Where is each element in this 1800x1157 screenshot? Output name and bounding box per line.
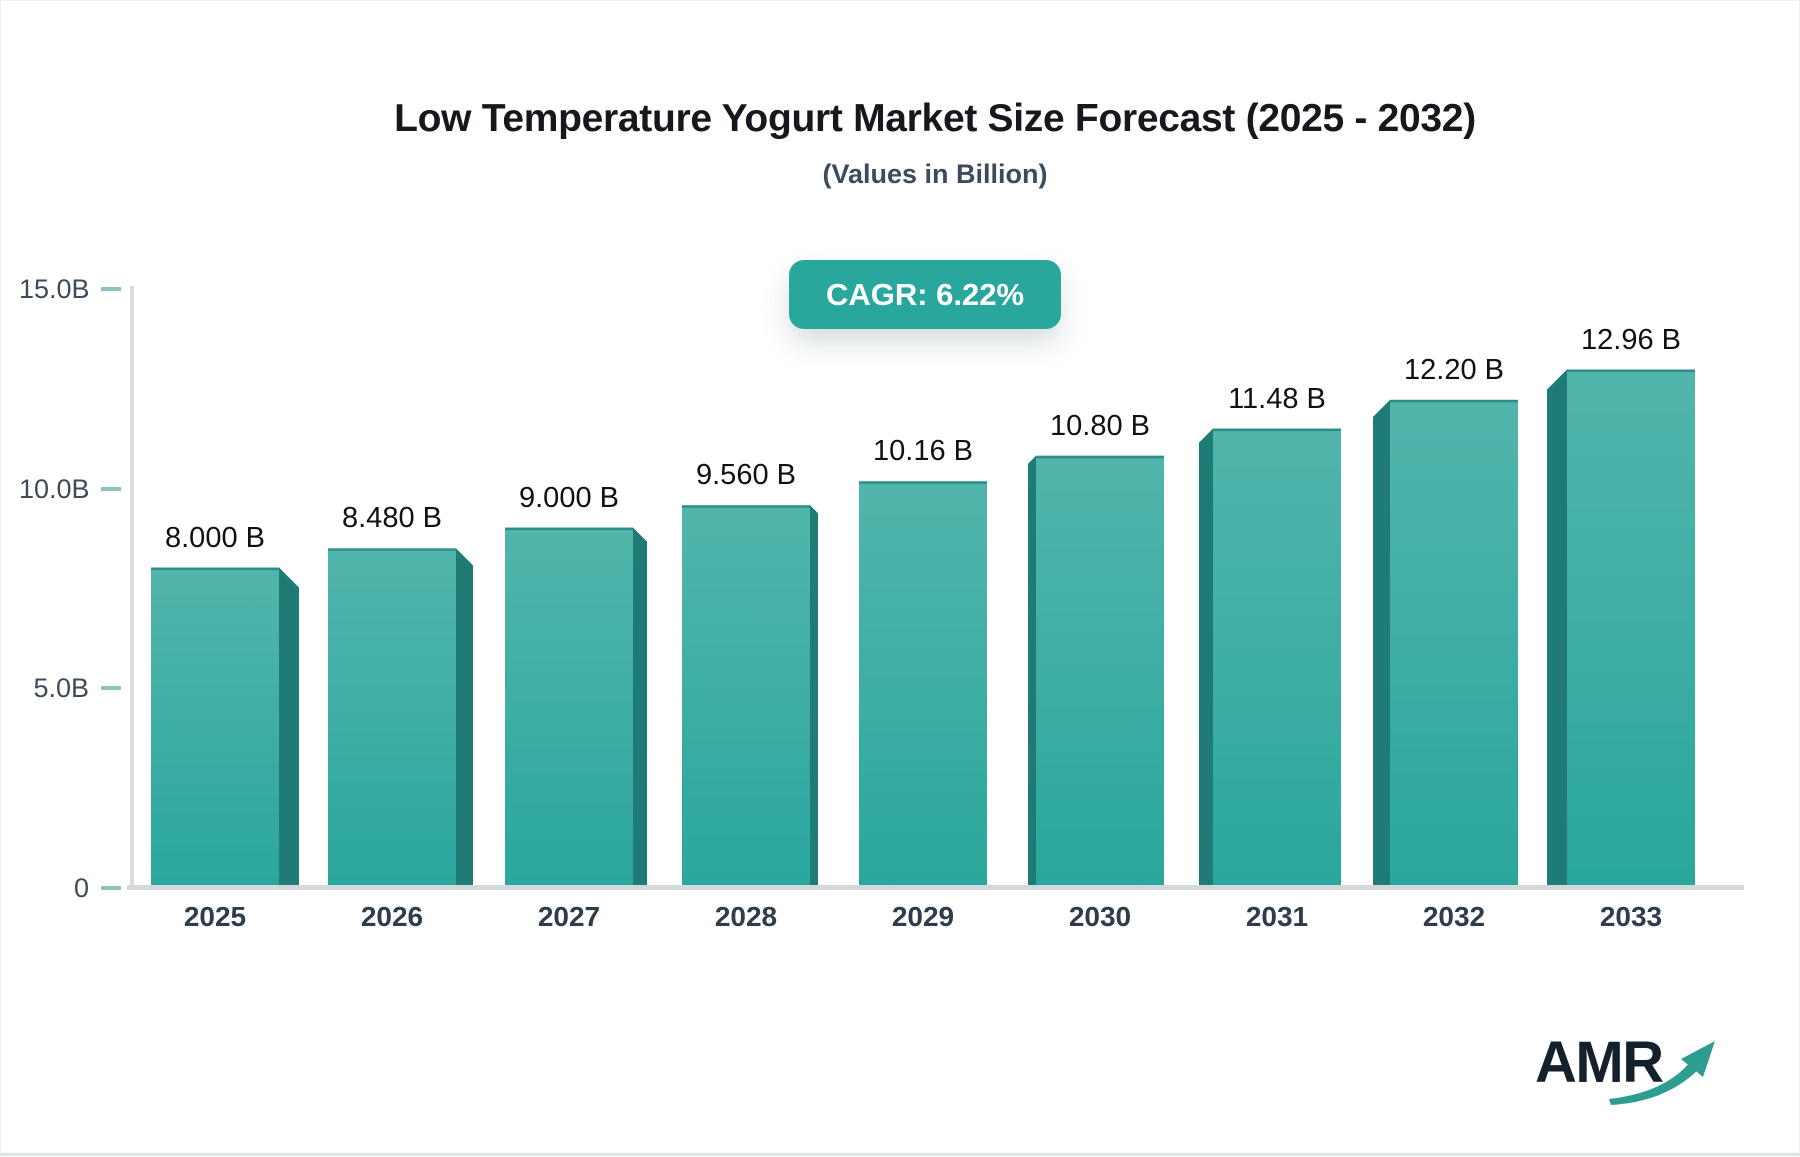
- x-axis-line: [127, 885, 1744, 890]
- bar-value-2033: 12.96 B: [1581, 323, 1681, 356]
- x-label-2025: 2025: [183, 901, 247, 932]
- bar-value-2027: 9.000 B: [519, 481, 619, 514]
- bar-top-edge: [682, 505, 810, 508]
- bar-side-2031: [1199, 428, 1213, 887]
- x-label-2026: 2026: [360, 901, 424, 932]
- amr-logo-arrow-icon: [1609, 1041, 1715, 1105]
- bar-side-2028: [810, 505, 818, 887]
- bar-value-2032: 12.20 B: [1404, 353, 1504, 386]
- bar-side-2032: [1373, 399, 1390, 887]
- bar-top-edge: [859, 481, 987, 484]
- bar-value-2025: 8.000 B: [165, 521, 265, 554]
- x-label-2030: 2030: [1068, 901, 1132, 932]
- bar-2031: [1213, 428, 1341, 887]
- bar-2032: [1390, 399, 1518, 887]
- bar-side-2030: [1028, 455, 1036, 887]
- y-tick-mark: [101, 886, 121, 890]
- bar-2029: [859, 481, 987, 887]
- bar-top-edge: [505, 527, 633, 531]
- x-label-2031: 2031: [1245, 901, 1309, 932]
- y-tick-mark: [101, 686, 121, 691]
- bar-side-2033: [1547, 369, 1567, 887]
- bar-top-edge: [1213, 428, 1341, 432]
- x-label-2032: 2032: [1422, 901, 1486, 932]
- bar-value-2030: 10.80 B: [1050, 409, 1150, 442]
- bar-top-edge: [151, 567, 279, 571]
- x-label-2027: 2027: [537, 901, 601, 932]
- bar-side-2026: [456, 548, 473, 887]
- bar-value-2031: 11.48 B: [1228, 382, 1326, 415]
- bar-top-edge: [1567, 369, 1695, 373]
- bar-2028: [682, 505, 810, 887]
- bar-top-edge: [328, 548, 456, 551]
- bar-value-2029: 10.16 B: [873, 435, 973, 468]
- bar-2030: [1036, 455, 1164, 887]
- x-label-2028: 2028: [714, 901, 778, 932]
- amr-logo: AMR: [1535, 1029, 1735, 1119]
- y-tick-label-15.0B: 15.0B: [19, 274, 90, 305]
- bar-side-2027: [633, 527, 647, 887]
- y-tick-mark: [101, 287, 121, 292]
- bar-top-edge: [1036, 455, 1164, 459]
- x-label-2033: 2033: [1599, 901, 1663, 932]
- bar-2025: [151, 567, 279, 887]
- bar-side-2025: [279, 567, 299, 887]
- chart-subtitle: (Values in Billion): [822, 159, 1048, 189]
- cagr-badge: CAGR: 6.22%: [789, 260, 1061, 329]
- bar-top-edge: [1390, 399, 1518, 403]
- y-tick-label-0: 0: [73, 873, 89, 903]
- y-tick-label-10.0B: 10.0B: [19, 473, 90, 504]
- bar-2033: [1567, 369, 1695, 887]
- bar-value-2028: 9.560 B: [696, 459, 796, 492]
- bar-value-2026: 8.480 B: [342, 502, 442, 535]
- bar-2026: [328, 548, 456, 887]
- y-tick-label-5.0B: 5.0B: [33, 673, 89, 704]
- chart-title: Low Temperature Yogurt Market Size Forec…: [394, 97, 1476, 140]
- bar-2027: [505, 527, 633, 887]
- y-axis-line: [130, 286, 134, 888]
- amr-logo-text: AMR: [1535, 1030, 1664, 1095]
- y-tick-mark: [101, 486, 121, 491]
- x-label-2029: 2029: [891, 901, 955, 932]
